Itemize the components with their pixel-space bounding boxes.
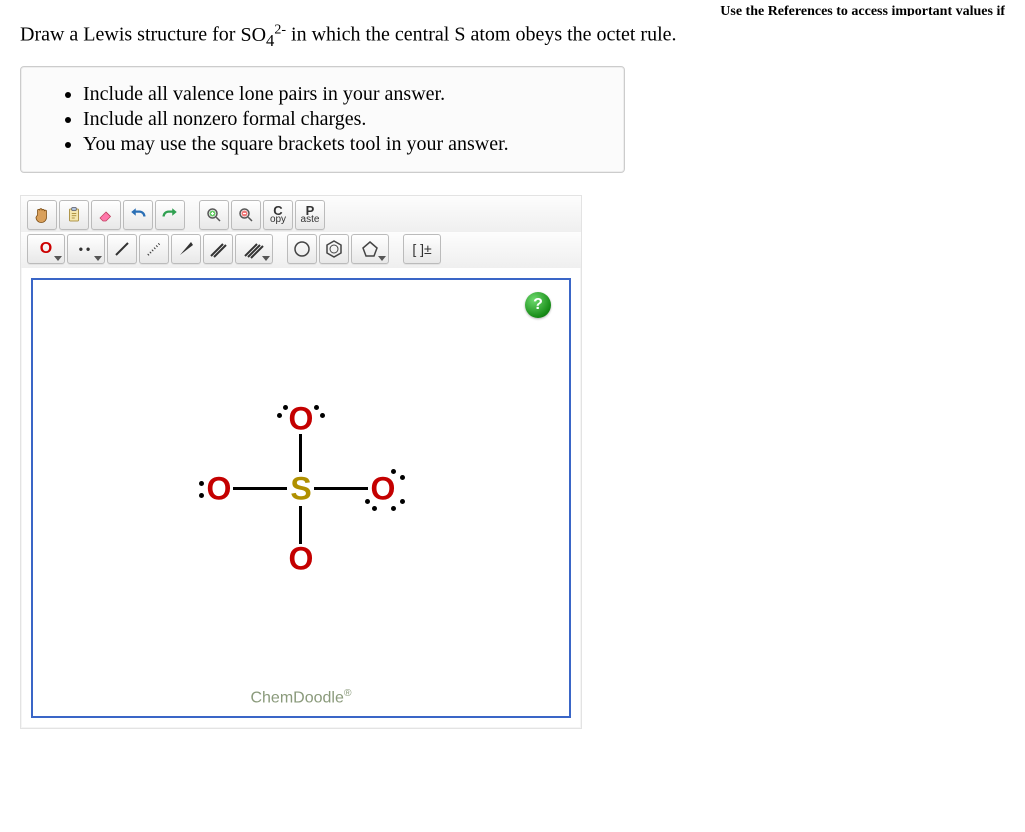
recessed-bond-button[interactable]: [139, 234, 169, 264]
atom-o-bottom[interactable]: O: [289, 540, 314, 577]
prompt-pre: Draw a Lewis structure for: [20, 24, 240, 46]
lone-pair-dot: [277, 413, 282, 418]
lone-pair-dot: [400, 499, 405, 504]
prompt-post: atom obeys the octet rule.: [470, 24, 676, 46]
help-button[interactable]: ?: [525, 292, 551, 318]
wedge-bond-button[interactable]: [171, 234, 201, 264]
paste-button[interactable]: Paste: [295, 200, 325, 230]
instruction-item: Include all valence lone pairs in your a…: [83, 83, 600, 106]
prompt-mid: in which the central: [291, 24, 454, 46]
atom-o-left[interactable]: O: [207, 470, 232, 507]
ring-button[interactable]: [287, 234, 317, 264]
zoom-in-button[interactable]: [199, 200, 229, 230]
bond-right[interactable]: [314, 487, 368, 490]
toolbar-second: O •• [ ]: [21, 232, 581, 268]
lone-pair-dot: [283, 405, 288, 410]
lone-pair-dot: [400, 475, 405, 480]
lone-pair-dot: [199, 481, 204, 486]
eraser-button[interactable]: [91, 200, 121, 230]
bracket-tool-button[interactable]: [ ]±: [403, 234, 441, 264]
copy-button[interactable]: Copy: [263, 200, 293, 230]
toolbar-top: Copy Paste: [21, 196, 581, 232]
question-prompt: Draw a Lewis structure for SO42- in whic…: [20, 22, 1005, 51]
drawing-canvas[interactable]: ? S O O O O: [31, 278, 571, 718]
atom-o-right[interactable]: O: [371, 470, 396, 507]
chem-editor: Copy Paste O ••: [20, 195, 582, 729]
instruction-item: Include all nonzero formal charges.: [83, 108, 600, 131]
prompt-formula: SO42-: [240, 24, 291, 46]
zoom-out-button[interactable]: [231, 200, 261, 230]
lone-pair-dot: [372, 506, 377, 511]
redo-button[interactable]: [155, 200, 185, 230]
lone-pair-dot: [391, 506, 396, 511]
single-bond-button[interactable]: [107, 234, 137, 264]
lone-pair-dot: [365, 499, 370, 504]
atom-o-top[interactable]: O: [289, 400, 314, 437]
instruction-item: You may use the square brackets tool in …: [83, 133, 600, 156]
double-bond-button[interactable]: [203, 234, 233, 264]
shape-picker-button[interactable]: [351, 234, 389, 264]
atom-s[interactable]: S: [290, 470, 311, 507]
canvas-wrap: ? S O O O O: [21, 268, 581, 728]
prompt-central: S: [454, 24, 465, 46]
instructions-card: Include all valence lone pairs in your a…: [20, 66, 625, 173]
element-picker-button[interactable]: O: [27, 234, 65, 264]
bond-top[interactable]: [299, 434, 302, 472]
chemdoodle-brand: ChemDoodle®: [33, 688, 569, 707]
triple-bond-button[interactable]: [235, 234, 273, 264]
bond-bottom[interactable]: [299, 506, 302, 544]
lone-pair-dot: [391, 469, 396, 474]
bond-left[interactable]: [233, 487, 287, 490]
lone-pair-dot: [320, 413, 325, 418]
lone-pair-button[interactable]: ••: [67, 234, 105, 264]
hand-tool-button[interactable]: [27, 200, 57, 230]
molecule: S O O O O: [171, 379, 431, 599]
undo-button[interactable]: [123, 200, 153, 230]
benzene-button[interactable]: [319, 234, 349, 264]
clipboard-button[interactable]: [59, 200, 89, 230]
header-fragment: Use the References to access important v…: [720, 4, 1005, 16]
lone-pair-dot: [199, 493, 204, 498]
lone-pair-dot: [314, 405, 319, 410]
